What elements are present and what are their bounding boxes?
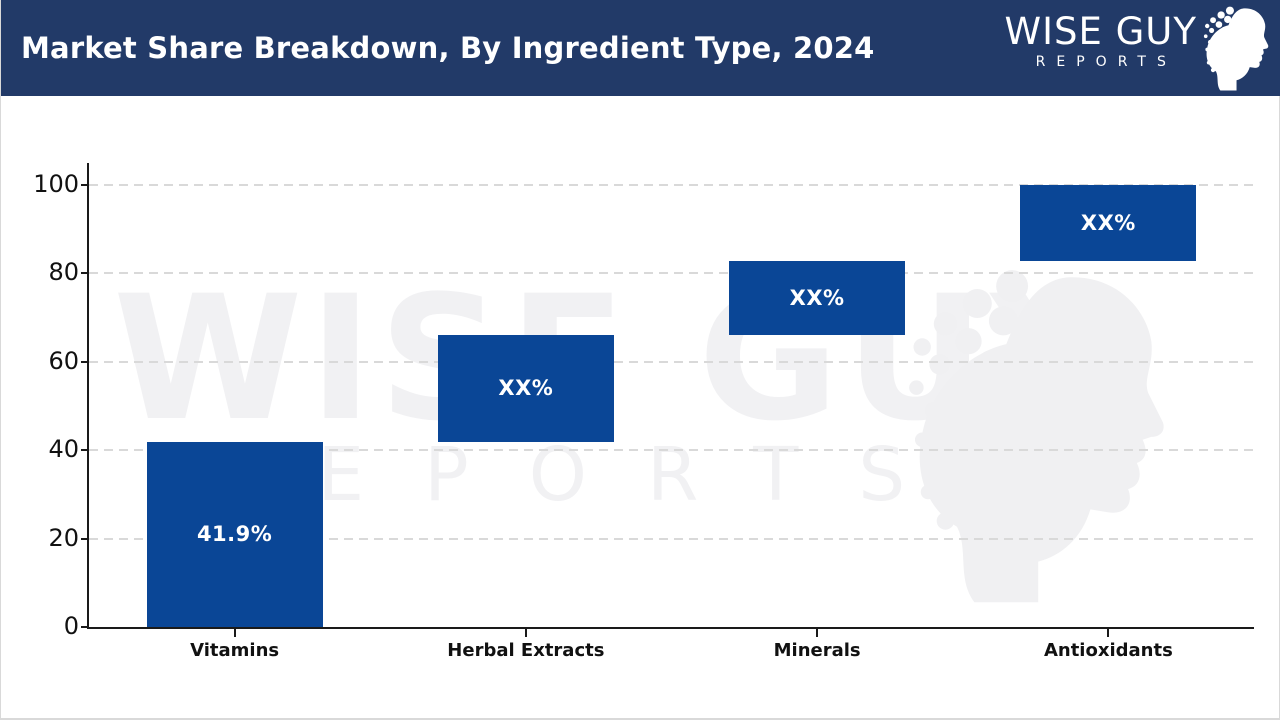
x-category-label: Vitamins — [190, 640, 280, 661]
bar-value-label: XX% — [498, 376, 554, 401]
header-bar: Market Share Breakdown, By Ingredient Ty… — [1, 0, 1280, 96]
y-tick-label: 0 — [63, 612, 79, 640]
y-tick-mark — [81, 184, 89, 187]
y-axis-line — [87, 163, 89, 629]
x-tick-mark — [233, 629, 236, 637]
bar-vitamins: 41.9% — [146, 441, 323, 627]
bar-herbal-extracts: XX% — [437, 334, 614, 442]
y-tick-label: 20 — [48, 523, 79, 552]
y-tick-mark — [81, 626, 89, 628]
bar-value-label: XX% — [789, 285, 845, 310]
y-tick-label: 100 — [33, 170, 79, 199]
bar-minerals: XX% — [729, 260, 906, 335]
y-tick-mark — [81, 360, 89, 363]
y-gridline — [89, 449, 1254, 452]
bar-value-label: 41.9% — [196, 522, 273, 547]
bar-antioxidants: XX% — [1020, 185, 1197, 261]
bar-value-label: XX% — [1080, 210, 1136, 235]
x-tick-mark — [524, 629, 527, 637]
x-axis-line — [87, 627, 1254, 629]
y-gridline — [89, 537, 1254, 540]
y-tick-label: 80 — [48, 258, 79, 287]
y-tick-label: 40 — [48, 435, 79, 464]
brand-subtext: REPORTS — [1035, 53, 1177, 70]
y-tick-mark — [81, 272, 89, 275]
y-gridline — [89, 360, 1254, 363]
y-gridline — [89, 184, 1254, 187]
x-category-label: Antioxidants — [1043, 640, 1173, 661]
y-tick-mark — [81, 537, 89, 540]
y-tick-mark — [81, 449, 89, 452]
page-title: Market Share Breakdown, By Ingredient Ty… — [21, 31, 875, 65]
y-gridline — [89, 272, 1254, 275]
watermark-head-icon — [909, 270, 1164, 603]
brand-logo: WISE GUY REPORTS — [1004, 10, 1197, 70]
brand-head-icon — [1203, 6, 1269, 91]
x-tick-mark — [1107, 629, 1110, 637]
x-category-label: Minerals — [773, 640, 861, 661]
x-tick-mark — [816, 629, 819, 637]
brand-wordmark: WISE GUY — [1004, 10, 1197, 53]
x-category-label: Herbal Extracts — [447, 640, 605, 661]
y-tick-label: 60 — [48, 346, 79, 375]
